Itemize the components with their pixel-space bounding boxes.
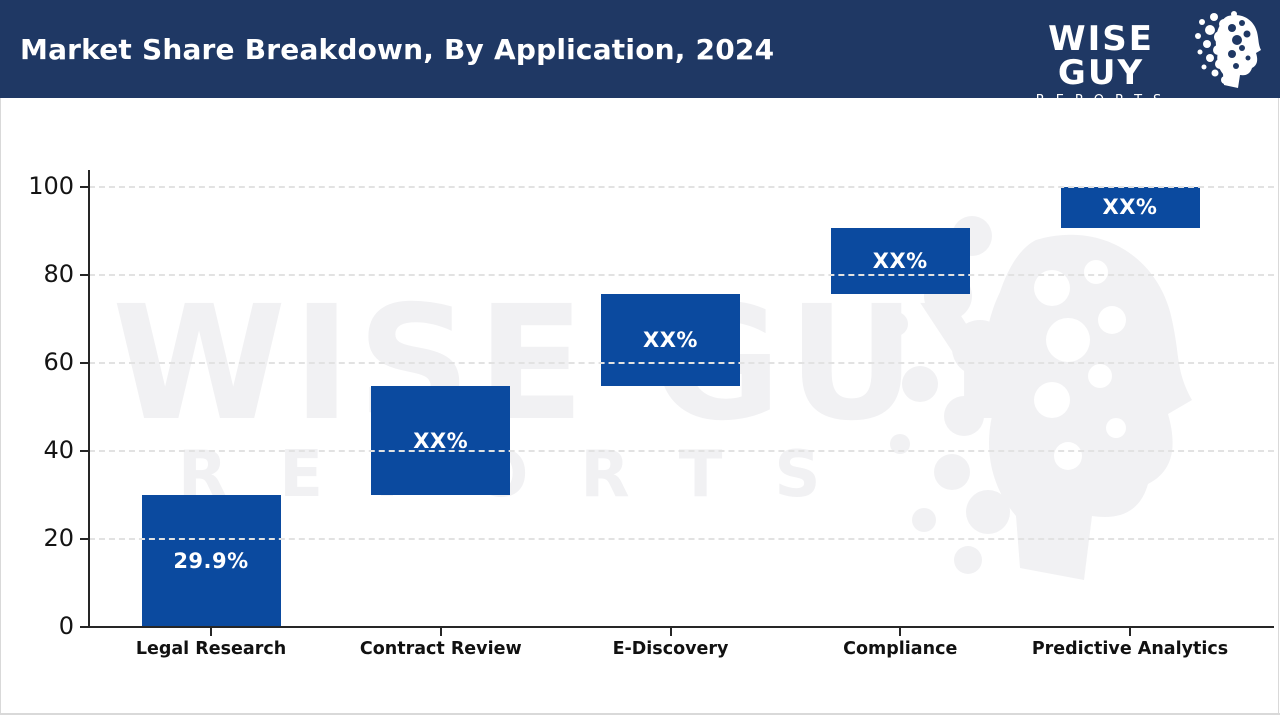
watermark-wordmark: WISE GUY	[112, 272, 1043, 456]
gridline-40	[89, 450, 1274, 452]
x-tick-5	[1129, 628, 1131, 636]
y-tick-20	[80, 538, 88, 540]
x-category-label-1: Legal Research	[135, 639, 287, 659]
bar-value-label: XX%	[1102, 195, 1158, 220]
logo-subtext: REPORTS	[1035, 93, 1173, 108]
y-tick-60	[80, 362, 88, 364]
gridline-20	[89, 538, 1274, 540]
logo-text: WISE GUY REPORTS	[1012, 22, 1190, 108]
watermark-head-profile	[860, 200, 1200, 604]
x-category-label-2: Contract Review	[359, 639, 522, 659]
x-tick-4	[899, 628, 902, 636]
y-tick-80	[80, 274, 88, 276]
x-tick-1	[210, 628, 212, 636]
bar-value-label: XX%	[413, 428, 469, 453]
bar-value-label: XX%	[872, 248, 928, 273]
y-tick-label-20: 20	[43, 524, 74, 552]
wise-guy-reports-logo: WISE GUY REPORTS	[1012, 8, 1262, 108]
bar-predictive-analytics: XX%	[1060, 187, 1200, 228]
y-tick-label-40: 40	[43, 436, 74, 464]
gridline-80	[89, 274, 1274, 276]
y-tick-100	[80, 186, 88, 188]
y-tick-label-80: 80	[43, 260, 74, 288]
bar-compliance: XX%	[830, 227, 970, 294]
bar-contract-review: XX%	[371, 386, 511, 496]
x-tick-2	[439, 628, 442, 636]
gridline-100	[89, 186, 1274, 188]
x-category-label-5: Predictive Analytics	[1031, 639, 1229, 659]
gridline-60	[89, 362, 1274, 364]
logo-head-profile-icon	[1190, 10, 1262, 96]
x-axis-line	[88, 626, 1274, 628]
x-tick-3	[669, 628, 672, 636]
y-tick-40	[80, 450, 88, 452]
y-tick-label-0: 0	[58, 612, 74, 640]
y-tick-0	[80, 626, 88, 628]
canvas-border-bottom	[0, 713, 1280, 715]
x-category-label-4: Compliance	[843, 639, 958, 659]
canvas-border-left	[0, 98, 1, 715]
chart-title: Market Share Breakdown, By Application, …	[20, 32, 775, 66]
x-category-label-3: E-Discovery	[612, 639, 729, 659]
bar-value-label: 29.9%	[173, 549, 249, 574]
y-axis-line	[88, 170, 90, 628]
y-tick-label-100: 100	[28, 172, 74, 200]
header: Market Share Breakdown, By Application, …	[0, 0, 1280, 108]
bar-value-label: XX%	[643, 328, 698, 353]
bar-e-discovery: XX%	[601, 293, 740, 387]
y-tick-label-60: 60	[43, 348, 74, 376]
canvas-border-right	[1278, 98, 1279, 715]
bar-legal-research: 29.9%	[141, 495, 281, 627]
logo-wordmark: WISE GUY	[1048, 19, 1154, 93]
